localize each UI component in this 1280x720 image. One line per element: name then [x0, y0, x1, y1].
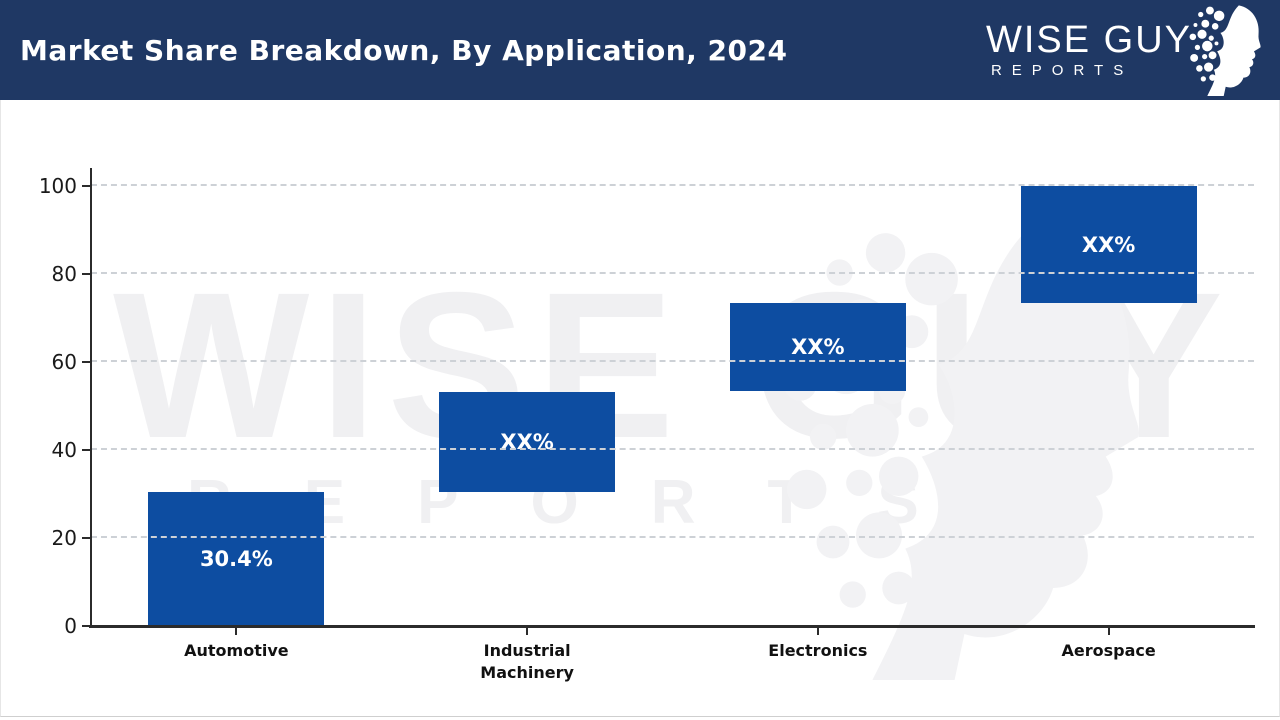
page-title: Market Share Breakdown, By Application, … [20, 33, 788, 67]
y-tick-label: 20 [51, 526, 77, 550]
x-category-label: Automotive [184, 641, 289, 660]
bar-value-label: XX% [500, 429, 554, 454]
header-bar: Market Share Breakdown, By Application, … [0, 0, 1280, 100]
x-category-label: Industrial Machinery [480, 641, 574, 682]
y-tick-mark [82, 185, 91, 187]
logo-subtitle: REPORTS [990, 62, 1134, 79]
bar: XX% [729, 303, 906, 392]
x-tick-mark [816, 626, 819, 635]
x-tick-mark [235, 626, 238, 635]
bar-value-label: XX% [791, 335, 845, 360]
y-axis-line [90, 168, 92, 626]
y-tick-label: 0 [64, 614, 77, 638]
y-tick-label: 60 [51, 350, 77, 374]
bar-value-label: 30.4% [199, 547, 273, 572]
y-tick-label: 80 [51, 262, 77, 286]
y-tick-label: 40 [51, 438, 77, 462]
x-tick-mark [526, 626, 529, 635]
gridline [91, 448, 1254, 450]
y-tick-mark [82, 273, 91, 275]
dotted-head-icon [1189, 5, 1261, 96]
x-tick-mark [1107, 626, 1110, 635]
bar: XX% [439, 391, 616, 493]
bar: XX% [1020, 186, 1197, 304]
y-tick-mark [82, 537, 91, 539]
y-tick-mark [82, 449, 91, 451]
gridline [91, 536, 1254, 538]
gridline [91, 184, 1254, 186]
bar-value-label: XX% [1081, 232, 1136, 257]
x-category-label: Aerospace [1061, 641, 1156, 660]
gridline [91, 272, 1254, 274]
chart-canvas: WISE GUY REPORTS 0 20 40 60 80 100 30.4% XX% XX%… [0, 100, 1280, 717]
y-tick-label: 100 [38, 174, 77, 198]
gridline [91, 360, 1254, 362]
plot-area: 0 20 40 60 80 100 30.4% XX% XX% XX% [39, 174, 1254, 638]
x-category-label: Electronics [768, 641, 868, 660]
x-axis-line [89, 625, 1255, 628]
logo-text: WISE GUY REPORTS [986, 21, 1192, 79]
y-tick-mark [82, 625, 91, 627]
logo-name: WISE GUY [985, 19, 1192, 61]
bar: 30.4% [148, 492, 325, 626]
y-tick-mark [82, 361, 91, 363]
wise-guy-logo: WISE GUY REPORTS [986, 4, 1268, 96]
